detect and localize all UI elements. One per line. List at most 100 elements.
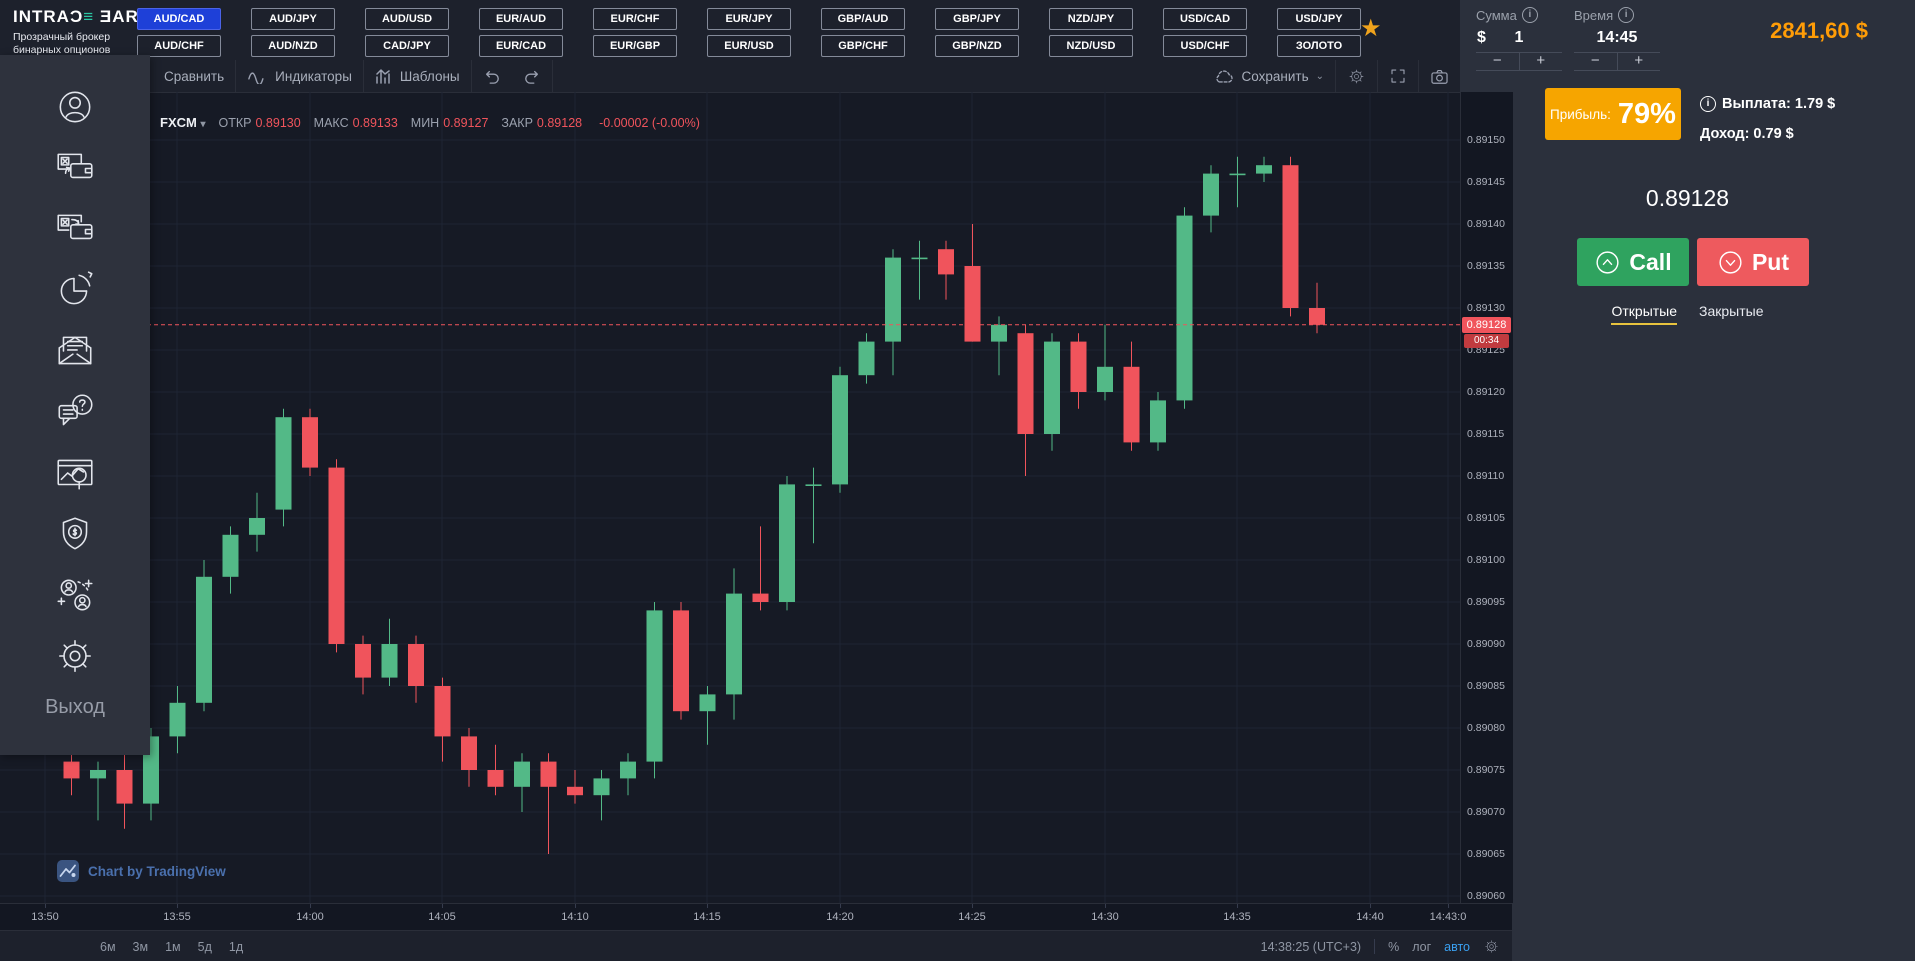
guarantees-icon — [62, 517, 88, 549]
sidebar-item-statistics[interactable] — [0, 259, 150, 320]
pair-button-CAD/JPY[interactable]: CAD/JPY — [365, 35, 449, 57]
amount-value[interactable]: 1 — [1514, 29, 1524, 46]
pair-button-EUR/CHF[interactable]: EUR/CHF — [593, 8, 677, 30]
pair-button-AUD/CHF[interactable]: AUD/CHF — [137, 35, 221, 57]
axis-settings-gear-icon[interactable] — [1483, 938, 1500, 955]
pair-button-USD/CHF[interactable]: USD/CHF — [1163, 35, 1247, 57]
sidebar-item-profile[interactable] — [0, 76, 150, 137]
pair-button-NZD/USD[interactable]: NZD/USD — [1049, 35, 1133, 57]
templates-button[interactable]: Шаблоны — [364, 60, 471, 92]
undo-button[interactable] — [472, 60, 512, 92]
pair-button-GBP/AUD[interactable]: GBP/AUD — [821, 8, 905, 30]
candlestick-plot[interactable] — [0, 92, 1460, 903]
amount-widget: Сумма i $ 1 − + — [1476, 7, 1562, 71]
indicators-button[interactable]: Индикаторы — [236, 60, 363, 92]
pair-button-GBP/NZD[interactable]: GBP/NZD — [935, 35, 1019, 57]
amount-minus-button[interactable]: − — [1492, 52, 1502, 69]
expiry-plus-button[interactable]: + — [1616, 53, 1661, 70]
tradingview-watermark[interactable]: Chart by TradingView — [56, 859, 226, 883]
tab-closed-orders[interactable]: Закрытые — [1699, 303, 1764, 319]
sidebar-item-withdrawal[interactable] — [0, 198, 150, 259]
amount-value-row[interactable]: $ 1 — [1476, 29, 1562, 47]
candle-body — [249, 518, 265, 535]
symbol-dropdown[interactable]: FXCM ▾ — [160, 115, 206, 130]
pair-button-EUR/GBP[interactable]: EUR/GBP — [593, 35, 677, 57]
expiry-value-row[interactable]: 14:45 — [1574, 29, 1660, 47]
pair-button-ЗОЛОТО[interactable]: ЗОЛОТО — [1277, 35, 1361, 57]
expiry-value[interactable]: 14:45 — [1596, 29, 1638, 46]
sidebar-item-settings[interactable] — [0, 625, 150, 686]
time-axis[interactable]: 13:50 13:55 14:00 14:05 14:10 14:15 14:20 14:25… — [0, 903, 1512, 931]
time-axis-label: 14:10 — [561, 911, 589, 923]
pair-button-GBP/JPY[interactable]: GBP/JPY — [935, 8, 1019, 30]
chart-settings-button[interactable] — [1336, 60, 1377, 92]
toolbar-divider — [1335, 60, 1336, 92]
pair-button-EUR/CAD[interactable]: EUR/CAD — [479, 35, 563, 57]
pair-button-AUD/NZD[interactable]: AUD/NZD — [251, 35, 335, 57]
sidebar-item-guarantees[interactable] — [0, 503, 150, 564]
interval-button-1д[interactable]: 1д — [228, 939, 244, 954]
candle-body — [1309, 308, 1325, 325]
auto-scale-button[interactable]: авто — [1444, 939, 1470, 954]
time-axis-tick — [1448, 904, 1449, 908]
fullscreen-button[interactable] — [1378, 60, 1418, 92]
call-button[interactable]: Call — [1577, 238, 1689, 286]
candle-body — [699, 694, 716, 712]
amount-info-icon[interactable]: i — [1521, 7, 1538, 23]
toolbar-divider — [551, 60, 553, 92]
candle-body — [514, 761, 530, 787]
payout-info-icon[interactable]: i — [1700, 96, 1716, 112]
sidebar-item-support[interactable] — [0, 381, 150, 442]
candle-body — [1044, 341, 1060, 434]
pair-button-AUD/JPY[interactable]: AUD/JPY — [251, 8, 335, 30]
put-button[interactable]: Put — [1697, 238, 1809, 286]
amount-stepper: − + — [1476, 52, 1562, 71]
amount-plus-button[interactable]: + — [1518, 53, 1563, 70]
redo-button[interactable] — [512, 60, 552, 92]
pair-button-NZD/JPY[interactable]: NZD/JPY — [1049, 8, 1133, 30]
sidebar-item-analytics[interactable] — [0, 442, 150, 503]
interval-button-3м[interactable]: 3м — [132, 939, 149, 954]
tab-open-orders[interactable]: Открытые — [1611, 303, 1678, 325]
candle-body — [1282, 165, 1299, 308]
exit-button[interactable]: Выход — [45, 696, 105, 718]
toolbar-divider — [1377, 60, 1378, 92]
call-label: Call — [1629, 248, 1672, 275]
pair-button-USD/CAD[interactable]: USD/CAD — [1163, 8, 1247, 30]
save-layout-button[interactable]: Сохранить ⌄ — [1202, 60, 1335, 92]
sidebar-item-deposit[interactable] — [0, 137, 150, 198]
pair-button-AUD/CAD[interactable]: AUD/CAD — [137, 8, 221, 30]
sidebar-item-mail[interactable] — [0, 320, 150, 381]
pair-button-GBP/CHF[interactable]: GBP/CHF — [821, 35, 905, 57]
price-axis-label: 0.89140 — [1467, 217, 1505, 230]
interval-button-5д[interactable]: 5д — [197, 939, 212, 954]
pair-button-EUR/USD[interactable]: EUR/USD — [707, 35, 791, 57]
log-scale-button[interactable]: лог — [1412, 939, 1432, 954]
expiry-info-icon[interactable]: i — [1618, 7, 1635, 23]
broker-logo[interactable]: INTRAƆ≡ ƎAR Прозрачный брокер бинарных о… — [13, 7, 143, 56]
favorites-star-icon[interactable]: ★ — [1360, 15, 1382, 42]
pair-button-EUR/JPY[interactable]: EUR/JPY — [707, 8, 791, 30]
pair-button-AUD/USD[interactable]: AUD/USD — [365, 8, 449, 30]
toolbar-divider — [470, 60, 472, 92]
price-axis-label: 0.89110 — [1467, 469, 1505, 482]
interval-button-6м[interactable]: 6м — [100, 939, 116, 954]
candle-body — [1203, 173, 1219, 216]
price-axis[interactable]: 0.89128 00:34 0.89150 0.89145 0.89140 0.891… — [1460, 92, 1513, 903]
compare-button[interactable]: Сравнить — [153, 60, 235, 92]
time-axis-label: 14:05 — [428, 911, 456, 923]
time-axis-label: 13:50 — [31, 911, 59, 923]
expiry-minus-button[interactable]: − — [1590, 52, 1600, 69]
price-axis-label: 0.89090 — [1467, 637, 1505, 650]
candle-body — [116, 770, 133, 804]
undo-icon — [485, 70, 499, 84]
percent-scale-button[interactable]: % — [1388, 939, 1400, 954]
time-axis-label: 13:55 — [163, 911, 191, 923]
pair-button-EUR/AUD[interactable]: EUR/AUD — [479, 8, 563, 30]
time-axis-tick — [840, 904, 841, 908]
candle-body — [1123, 366, 1140, 443]
pair-button-USD/JPY[interactable]: USD/JPY — [1277, 8, 1361, 30]
snapshot-button[interactable] — [1419, 60, 1460, 92]
interval-button-1м[interactable]: 1м — [165, 939, 181, 954]
sidebar-item-referral[interactable] — [0, 564, 150, 625]
